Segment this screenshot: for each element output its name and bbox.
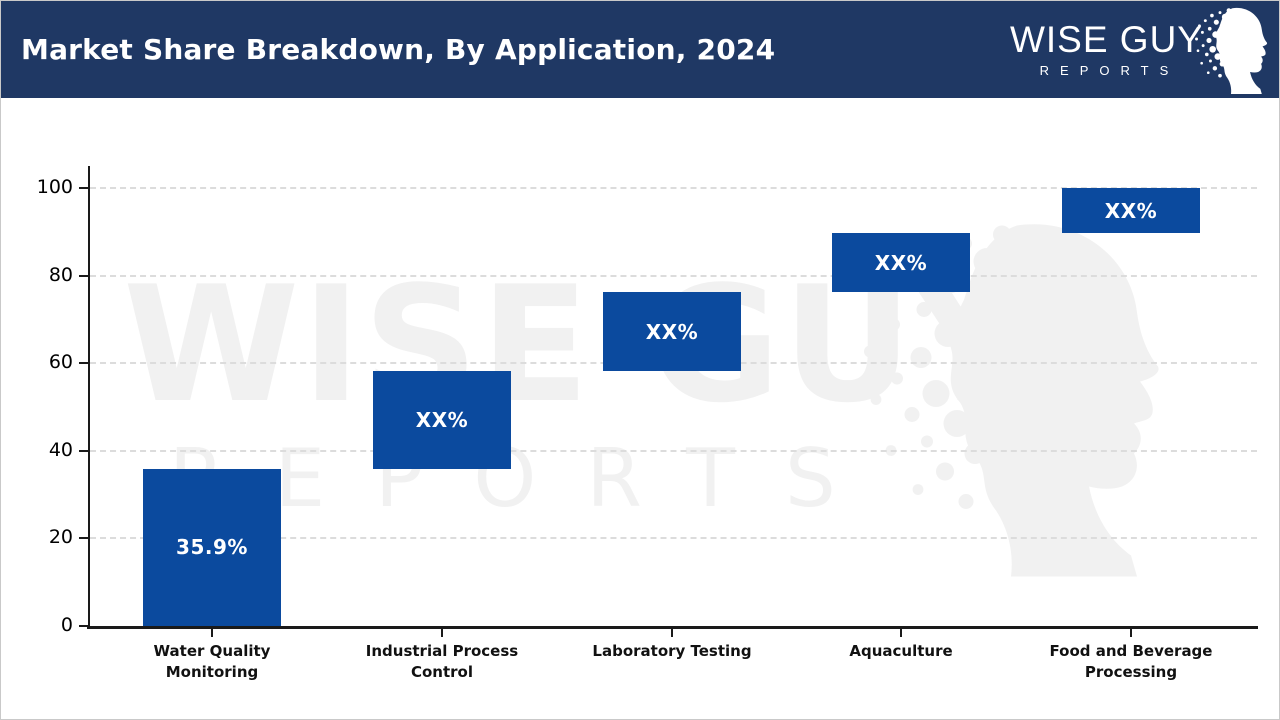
y-axis-line [88, 166, 90, 628]
gridline [90, 187, 1257, 189]
bar-value-label: 35.9% [176, 535, 248, 560]
bar-segment: XX% [832, 233, 970, 293]
page-title: Market Share Breakdown, By Application, … [21, 33, 776, 66]
y-tick-mark [79, 449, 88, 452]
header: Market Share Breakdown, By Application, … [1, 1, 1279, 98]
logo-text: WISE GUY REPORTS [1010, 21, 1203, 78]
x-tick-mark [900, 629, 902, 637]
y-tick-label: 0 [60, 614, 73, 636]
bar-segment: 35.9% [143, 468, 281, 626]
bar-value-label: XX% [1104, 198, 1158, 223]
x-tick-mark [671, 629, 673, 637]
x-tick-mark [1130, 629, 1132, 637]
y-tick-mark [79, 537, 88, 540]
bar-value-label: XX% [645, 319, 699, 344]
bar-segment: XX% [1062, 188, 1200, 234]
y-tick-mark [79, 362, 88, 365]
y-tick-label: 40 [48, 438, 73, 461]
bar-value-label: XX% [415, 407, 469, 432]
y-tick-mark [79, 274, 88, 277]
x-category-label: Food and Beverage Processing [1049, 642, 1213, 681]
x-category-label: Aquaculture [849, 642, 953, 660]
gridline [90, 274, 1257, 277]
x-tick-mark [441, 629, 443, 637]
y-tick-mark [79, 187, 88, 189]
logo-subtext: REPORTS [1039, 63, 1180, 78]
bar-segment: XX% [603, 292, 741, 372]
y-tick-label: 100 [36, 176, 73, 198]
x-category-label: Industrial Process Control [365, 642, 519, 681]
bar-value-label: XX% [874, 250, 928, 275]
wiseguy-logo: WISE GUY REPORTS [1010, 6, 1275, 94]
y-tick-label: 80 [48, 263, 73, 286]
x-tick-mark [211, 629, 213, 637]
x-axis-line [87, 626, 1258, 629]
y-tick-label: 20 [48, 526, 73, 549]
gridline [90, 537, 1257, 540]
y-tick-mark [79, 625, 88, 627]
bar-segment: XX% [373, 371, 511, 469]
x-category-label: Water Quality Monitoring [153, 642, 271, 681]
x-category-label: Laboratory Testing [592, 642, 752, 660]
gridline [90, 449, 1257, 452]
logo-wordmark: WISE GUY [1009, 19, 1203, 60]
y-tick-label: 60 [48, 351, 73, 374]
